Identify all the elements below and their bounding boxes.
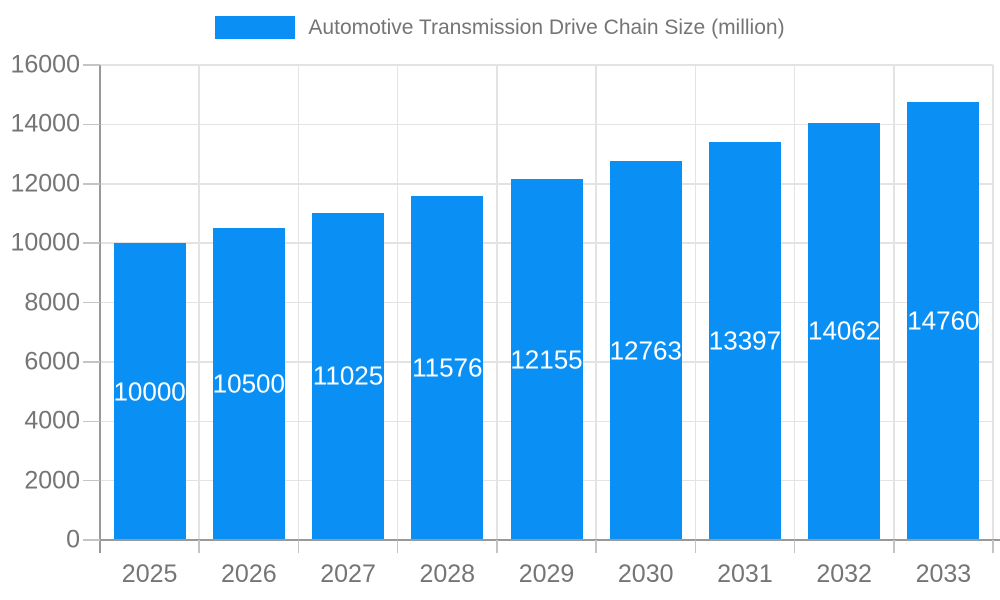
y-axis-tick bbox=[83, 242, 100, 244]
gridline-vertical bbox=[496, 65, 498, 540]
gridline-horizontal bbox=[100, 64, 993, 66]
gridline-vertical bbox=[396, 65, 399, 540]
x-axis-baseline bbox=[83, 539, 1000, 541]
x-axis-tick bbox=[992, 540, 994, 553]
gridline-vertical bbox=[793, 65, 796, 540]
legend-swatch bbox=[215, 15, 296, 39]
gridline-horizontal bbox=[100, 123, 993, 126]
x-axis-tick bbox=[694, 540, 697, 553]
y-axis-tick-label: 4000 bbox=[24, 406, 80, 435]
bar-value-label: 14062 bbox=[808, 315, 881, 346]
x-axis-tick-label: 2030 bbox=[617, 560, 674, 588]
y-axis-tick bbox=[83, 420, 100, 422]
bar-value-label: 12763 bbox=[609, 335, 682, 366]
x-axis-tick bbox=[893, 540, 895, 553]
legend-series-label: Automotive Transmission Drive Chain Size… bbox=[308, 15, 785, 39]
y-axis-tick bbox=[83, 479, 100, 482]
x-axis-tick bbox=[396, 540, 399, 553]
y-axis-tick-label: 2000 bbox=[24, 466, 80, 495]
x-axis-tick-label: 2025 bbox=[121, 560, 178, 588]
bar-2027: 11025 bbox=[312, 212, 385, 540]
x-axis-tick bbox=[793, 540, 796, 553]
bar-2030: 12763 bbox=[610, 161, 682, 540]
bar-value-label: 11576 bbox=[412, 352, 483, 383]
bar-value-label: 12155 bbox=[510, 344, 583, 375]
plot-area: 10000 10500 11025 11576 12155 12763 13397 14062… bbox=[100, 64, 994, 540]
y-axis-tick bbox=[83, 361, 100, 363]
bar-2031: 13397 bbox=[709, 142, 781, 540]
gridline-vertical bbox=[992, 65, 994, 540]
gridline-vertical bbox=[694, 65, 697, 540]
y-axis-tick-label: 6000 bbox=[24, 347, 80, 376]
bar-2025: 10000 bbox=[113, 243, 186, 540]
gridline-vertical bbox=[893, 65, 895, 540]
bar-value-label: 10000 bbox=[113, 376, 186, 407]
bar-2032: 14062 bbox=[808, 122, 881, 540]
bar-value-label: 14760 bbox=[907, 305, 980, 336]
x-axis-tick-label: 2033 bbox=[915, 560, 972, 588]
y-axis-labels: 0 2000 4000 6000 8000 10000 12000 14000 16000 bbox=[0, 51, 80, 554]
bar-value-label: 10500 bbox=[212, 368, 285, 399]
x-axis-tick bbox=[496, 540, 498, 553]
y-axis-tick bbox=[83, 183, 100, 185]
x-axis-tick-label: 2027 bbox=[320, 560, 376, 588]
bar-value-label: 13397 bbox=[708, 325, 782, 356]
y-axis-tick-label: 12000 bbox=[10, 169, 80, 198]
x-axis-tick-label: 2026 bbox=[221, 560, 277, 588]
y-axis-tick-label: 0 bbox=[66, 525, 80, 554]
y-axis-line bbox=[99, 65, 101, 553]
x-axis-tick bbox=[198, 540, 200, 553]
y-axis-tick bbox=[83, 64, 100, 66]
y-axis-tick bbox=[83, 123, 100, 126]
x-axis-tick-label: 2029 bbox=[518, 560, 575, 588]
x-axis-tick-label: 2031 bbox=[717, 560, 773, 588]
bar-2026: 10500 bbox=[213, 228, 285, 540]
gridline-vertical bbox=[198, 65, 200, 540]
y-axis-tick bbox=[83, 539, 100, 541]
y-axis-tick-label: 14000 bbox=[10, 109, 80, 138]
bar-value-label: 11025 bbox=[312, 360, 384, 391]
x-axis-tick-label: 2028 bbox=[419, 560, 476, 588]
x-axis-tick-label: 2032 bbox=[816, 560, 872, 588]
legend: Automotive Transmission Drive Chain Size… bbox=[0, 0, 1000, 54]
y-axis-tick-label: 10000 bbox=[10, 228, 80, 257]
y-axis-tick-label: 16000 bbox=[10, 50, 80, 79]
gridline-vertical bbox=[595, 65, 597, 540]
bar-2029: 12155 bbox=[510, 179, 583, 540]
x-axis-tick bbox=[595, 540, 597, 553]
gridline-vertical bbox=[297, 65, 300, 540]
bar-2033: 14760 bbox=[907, 101, 980, 540]
x-axis-tick bbox=[297, 540, 300, 553]
y-axis-tick bbox=[83, 301, 100, 304]
bar-2028: 11576 bbox=[411, 196, 484, 540]
y-axis-tick-label: 8000 bbox=[24, 288, 80, 316]
